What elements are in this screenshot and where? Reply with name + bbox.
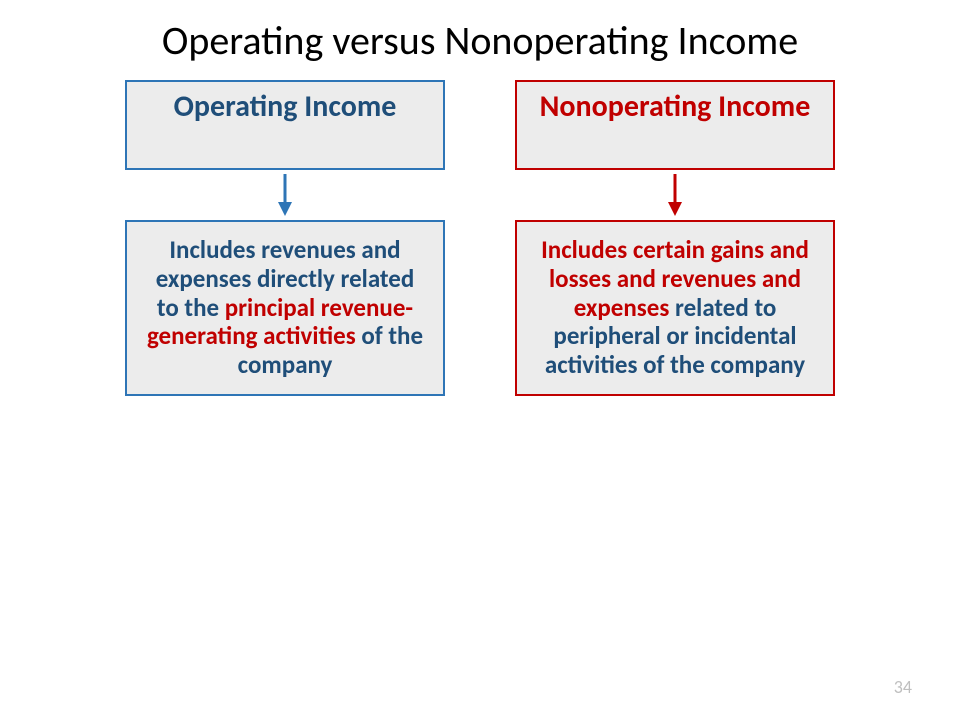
nonoperating-desc-box: Includes certain gains and losses and re… — [515, 220, 835, 396]
page-title: Operating versus Nonoperating Income — [0, 0, 960, 72]
column-nonoperating: Nonoperating Income Includes certain gai… — [495, 80, 855, 396]
arrow-left — [273, 170, 297, 220]
page-number: 34 — [894, 676, 912, 698]
operating-desc-box: Includes revenues and expenses directly … — [125, 220, 445, 396]
nonoperating-header-box: Nonoperating Income — [515, 80, 835, 170]
down-arrow-icon — [663, 172, 687, 218]
nonoperating-header-label: Nonoperating Income — [540, 90, 811, 125]
column-operating: Operating Income Includes revenues and e… — [105, 80, 465, 396]
operating-header-box: Operating Income — [125, 80, 445, 170]
arrow-right — [663, 170, 687, 220]
diagram-columns: Operating Income Includes revenues and e… — [0, 72, 960, 396]
operating-header-label: Operating Income — [174, 90, 397, 125]
down-arrow-icon — [273, 172, 297, 218]
